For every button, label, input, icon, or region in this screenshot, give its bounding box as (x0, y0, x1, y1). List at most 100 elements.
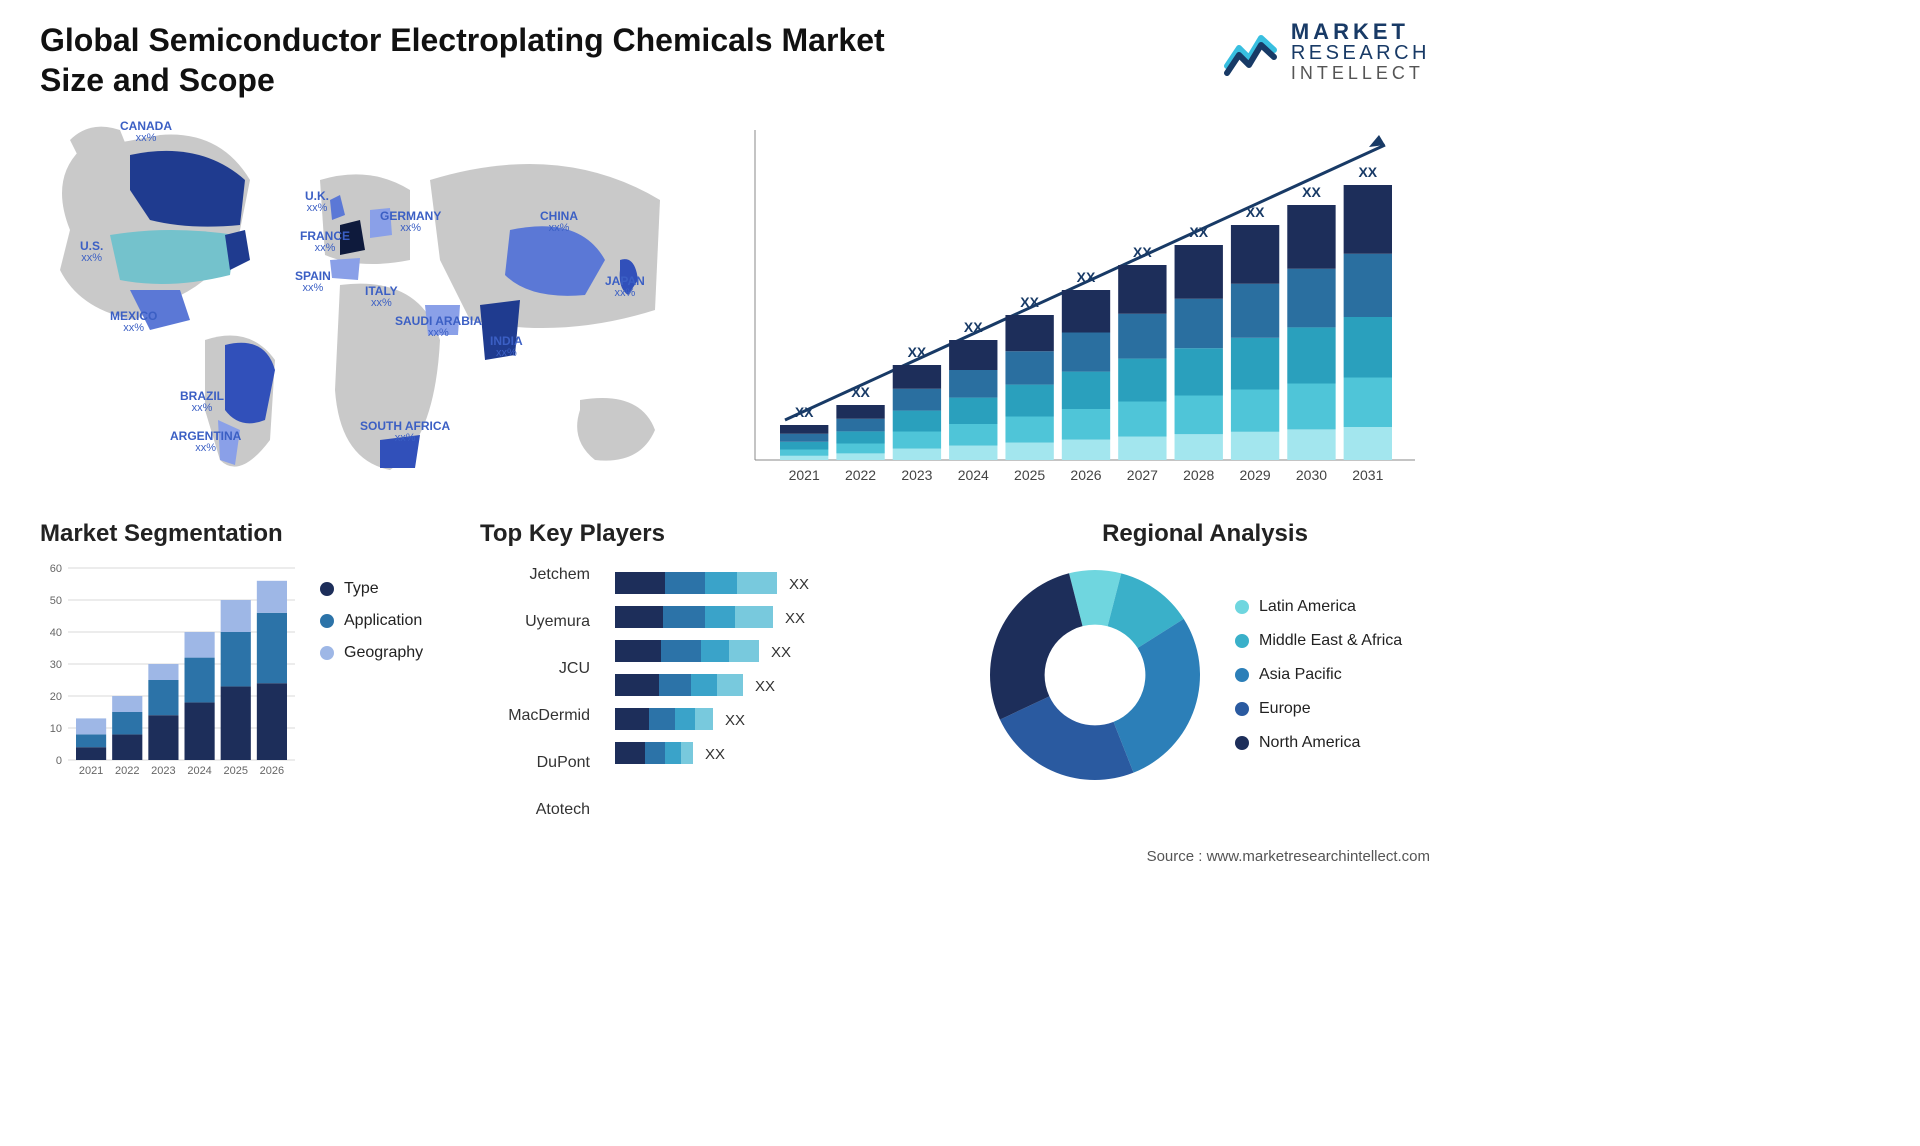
source-attribution: Source : www.marketresearchintellect.com (1147, 848, 1430, 865)
map-label: CHINAxx% (540, 210, 578, 234)
players-labels: Jetchem Uyemura JCU MacDermid DuPont Atotech (480, 560, 590, 835)
svg-text:2026: 2026 (260, 765, 284, 777)
svg-text:XX: XX (1077, 269, 1096, 285)
svg-text:2026: 2026 (1070, 467, 1101, 483)
legend-item: Asia Pacific (1235, 666, 1402, 684)
legend-item: Middle East & Africa (1235, 632, 1402, 650)
svg-text:50: 50 (50, 595, 62, 607)
map-label: CANADAxx% (120, 120, 172, 144)
svg-text:20: 20 (50, 691, 62, 703)
svg-text:0: 0 (56, 755, 62, 767)
legend-dot-icon (1235, 634, 1249, 648)
svg-text:XX: XX (908, 344, 927, 360)
market-size-chart: 2021 XX 2022 XX 2023 XX 2024 XX 2025 XX 2026 XX 2027… (720, 110, 1430, 490)
regional-donut (980, 560, 1210, 790)
svg-text:10: 10 (50, 723, 62, 735)
svg-text:XX: XX (705, 746, 725, 763)
regional-legend: Latin America Middle East & Africa Asia Pa… (1235, 598, 1402, 752)
legend-label: Latin America (1259, 598, 1356, 616)
svg-text:XX: XX (1302, 184, 1321, 200)
svg-text:XX: XX (1020, 294, 1039, 310)
legend-dot-icon (1235, 702, 1249, 716)
legend-dot-icon (320, 614, 334, 628)
map-label: INDIAxx% (490, 335, 523, 359)
svg-text:2025: 2025 (1014, 467, 1045, 483)
legend-item: Europe (1235, 700, 1402, 718)
logo-line2: RESEARCH (1291, 43, 1430, 64)
legend-dot-icon (1235, 736, 1249, 750)
segmentation-legend: Type Application Geography (320, 560, 423, 780)
svg-text:2024: 2024 (958, 467, 989, 483)
svg-text:60: 60 (50, 563, 62, 575)
legend-label: North America (1259, 734, 1360, 752)
map-label: MEXICOxx% (110, 310, 157, 334)
svg-text:2029: 2029 (1240, 467, 1271, 483)
map-label: SAUDI ARABIAxx% (395, 315, 482, 339)
legend-item: Latin America (1235, 598, 1402, 616)
regional-title: Regional Analysis (980, 520, 1430, 548)
svg-text:30: 30 (50, 659, 62, 671)
legend-dot-icon (320, 582, 334, 596)
svg-text:2022: 2022 (845, 467, 876, 483)
legend-item: Geography (320, 644, 423, 662)
segmentation-title: Market Segmentation (40, 520, 450, 548)
svg-text:XX: XX (1358, 164, 1377, 180)
map-label: SOUTH AFRICAxx% (360, 420, 450, 444)
map-label: GERMANYxx% (380, 210, 441, 234)
player-name: JCU (480, 660, 590, 694)
map-label: FRANCExx% (300, 230, 350, 254)
svg-text:XX: XX (795, 404, 814, 420)
svg-text:2021: 2021 (789, 467, 820, 483)
svg-text:2023: 2023 (901, 467, 932, 483)
svg-text:XX: XX (1246, 204, 1265, 220)
svg-text:XX: XX (725, 712, 745, 729)
svg-text:XX: XX (785, 610, 805, 627)
map-label: ITALYxx% (365, 285, 398, 309)
logo-line3: INTELLECT (1291, 64, 1430, 83)
legend-label: Asia Pacific (1259, 666, 1342, 684)
legend-label: Europe (1259, 700, 1311, 718)
svg-text:2030: 2030 (1296, 467, 1327, 483)
svg-text:2023: 2023 (151, 765, 175, 777)
legend-dot-icon (1235, 600, 1249, 614)
players-chart: XXXXXXXXXXXX (610, 560, 950, 790)
player-name: MacDermid (480, 707, 590, 741)
players-title: Top Key Players (480, 520, 950, 548)
svg-text:2031: 2031 (1352, 467, 1383, 483)
legend-dot-icon (1235, 668, 1249, 682)
svg-text:40: 40 (50, 627, 62, 639)
svg-text:2021: 2021 (79, 765, 103, 777)
svg-text:XX: XX (789, 576, 809, 593)
player-name: DuPont (480, 754, 590, 788)
player-name: Atotech (480, 801, 590, 835)
legend-label: Application (344, 612, 422, 630)
player-name: Uyemura (480, 613, 590, 647)
map-label: U.K.xx% (305, 190, 329, 214)
svg-text:XX: XX (851, 384, 870, 400)
legend-dot-icon (320, 646, 334, 660)
brand-logo: MARKET RESEARCH INTELLECT (1224, 20, 1430, 83)
svg-text:XX: XX (964, 319, 983, 335)
svg-text:2028: 2028 (1183, 467, 1214, 483)
legend-label: Middle East & Africa (1259, 632, 1402, 650)
svg-text:2025: 2025 (224, 765, 248, 777)
svg-text:XX: XX (755, 678, 775, 695)
svg-text:XX: XX (771, 644, 791, 661)
segmentation-chart: 0 10 20 30 40 50 60 2021 2022 2023 2024 2025 2026 (40, 560, 300, 780)
page-title: Global Semiconductor Electroplating Chem… (40, 20, 940, 100)
legend-item: North America (1235, 734, 1402, 752)
legend-item: Application (320, 612, 423, 630)
map-label: ARGENTINAxx% (170, 430, 241, 454)
svg-text:2027: 2027 (1127, 467, 1158, 483)
logo-icon (1224, 26, 1279, 76)
svg-text:2022: 2022 (115, 765, 139, 777)
world-map-panel: CANADAxx%U.S.xx%MEXICOxx%BRAZILxx%ARGENT… (40, 110, 680, 490)
svg-text:2024: 2024 (187, 765, 211, 777)
legend-label: Type (344, 580, 379, 598)
map-label: U.S.xx% (80, 240, 103, 264)
svg-text:XX: XX (1189, 224, 1208, 240)
player-name: Jetchem (480, 566, 590, 600)
legend-label: Geography (344, 644, 423, 662)
map-label: JAPANxx% (605, 275, 645, 299)
logo-line1: MARKET (1291, 20, 1430, 43)
